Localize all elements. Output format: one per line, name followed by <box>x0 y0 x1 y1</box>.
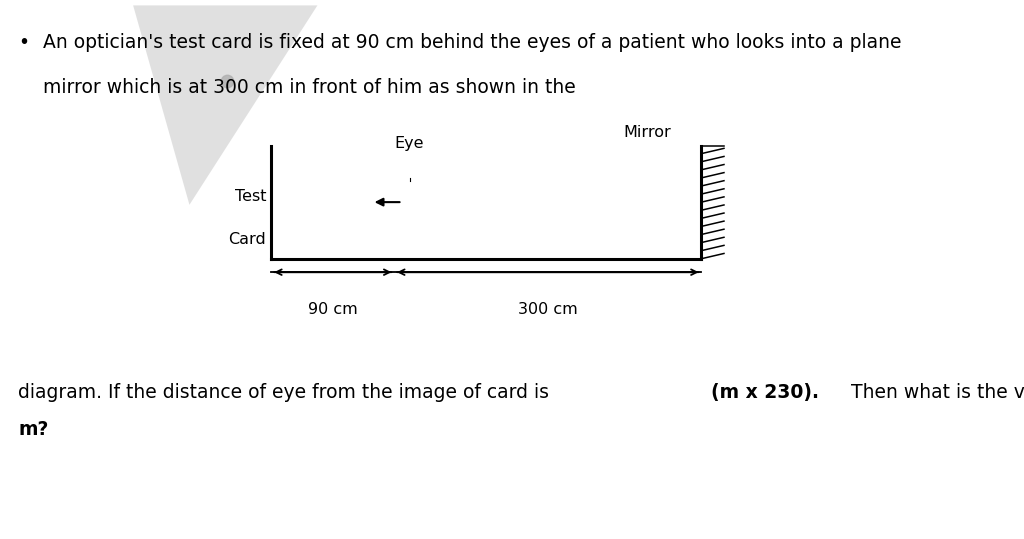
Text: m?: m? <box>18 420 49 439</box>
Text: An optician's test card is fixed at 90 cm behind the eyes of a patient who looks: An optician's test card is fixed at 90 c… <box>43 33 901 52</box>
Text: •: • <box>18 33 30 52</box>
Text: (m x 230).: (m x 230). <box>712 383 819 402</box>
Text: 90 cm: 90 cm <box>308 302 357 317</box>
Polygon shape <box>133 5 317 205</box>
Text: Mirror: Mirror <box>623 125 671 140</box>
Text: Eye: Eye <box>395 136 424 151</box>
Text: 300 cm: 300 cm <box>518 302 578 317</box>
Text: mirror which is at 300 cm in front of him as shown in the: mirror which is at 300 cm in front of hi… <box>43 78 575 97</box>
Text: Then what is the value of: Then what is the value of <box>851 383 1024 402</box>
Text: Card: Card <box>228 232 266 247</box>
Text: diagram. If the distance of eye from the image of card is: diagram. If the distance of eye from the… <box>18 383 555 402</box>
Text: Test: Test <box>234 189 266 204</box>
